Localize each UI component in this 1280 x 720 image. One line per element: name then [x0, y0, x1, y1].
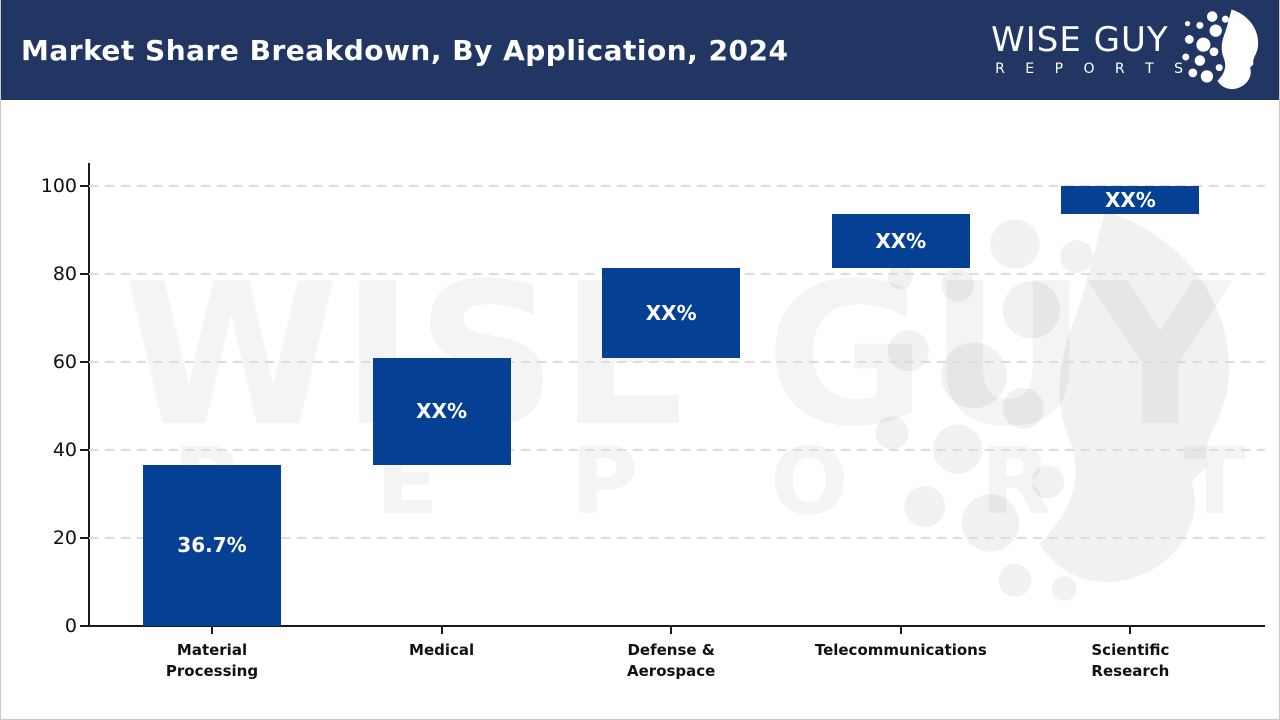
- bar-value-label: XX%: [645, 300, 697, 325]
- x-tick-mark: [1129, 627, 1132, 634]
- bar-value-label: 36.7%: [177, 533, 247, 558]
- x-tick-mark: [211, 627, 213, 634]
- y-tick-mark: [80, 273, 88, 275]
- x-tick-mark: [899, 627, 902, 634]
- header-bar: Market Share Breakdown, By Application, …: [1, 0, 1279, 100]
- bar-segment: 36.7%: [143, 464, 281, 626]
- x-tick-label: Defense & Aerospace: [627, 641, 716, 680]
- x-tick-label: Scientific Research: [1091, 641, 1170, 680]
- brand-subtitle: R E P O R T S: [995, 61, 1191, 77]
- y-tick-label: 40: [52, 439, 77, 461]
- bar-segment: XX%: [831, 214, 970, 268]
- brand-logo-text: WISE GUY R E P O R T S: [991, 23, 1191, 77]
- brand-name: WISE GUY: [991, 20, 1169, 60]
- y-axis-line: [88, 163, 90, 627]
- x-tick-label: Material Processing: [165, 641, 259, 680]
- gridline: [89, 449, 1265, 451]
- y-tick-mark: [80, 537, 88, 539]
- y-tick-label: 100: [40, 175, 77, 197]
- y-tick-mark: [80, 625, 88, 627]
- y-tick-label: 0: [64, 615, 77, 637]
- y-tick-label: 20: [52, 527, 77, 549]
- y-tick-label: 80: [52, 263, 77, 285]
- bar-segment: XX%: [602, 267, 741, 358]
- brand-head-icon: [1182, 9, 1259, 90]
- x-tick-mark: [670, 627, 673, 634]
- brand-logo: WISE GUY R E P O R T S: [991, 5, 1279, 95]
- gridline: [89, 537, 1265, 539]
- gridline: [89, 185, 1265, 187]
- bar-segment: XX%: [1061, 186, 1200, 215]
- bar-value-label: XX%: [416, 399, 468, 424]
- x-tick-label: Medical: [409, 641, 475, 659]
- y-tick-mark: [80, 449, 88, 451]
- x-tick-mark: [440, 627, 443, 634]
- x-tick-label: Telecommunications: [814, 641, 987, 659]
- y-tick-mark: [80, 185, 88, 187]
- bar-segment: XX%: [372, 357, 511, 465]
- bar-value-label: XX%: [875, 228, 927, 253]
- gridline: [89, 361, 1265, 363]
- y-tick-mark: [80, 361, 88, 363]
- x-axis-line: [88, 625, 1265, 627]
- watermark-reports-text: R E P O R T S: [173, 428, 1279, 535]
- y-tick-label: 60: [52, 351, 77, 373]
- bar-value-label: XX%: [1104, 188, 1156, 213]
- page-title: Market Share Breakdown, By Application, …: [21, 33, 789, 67]
